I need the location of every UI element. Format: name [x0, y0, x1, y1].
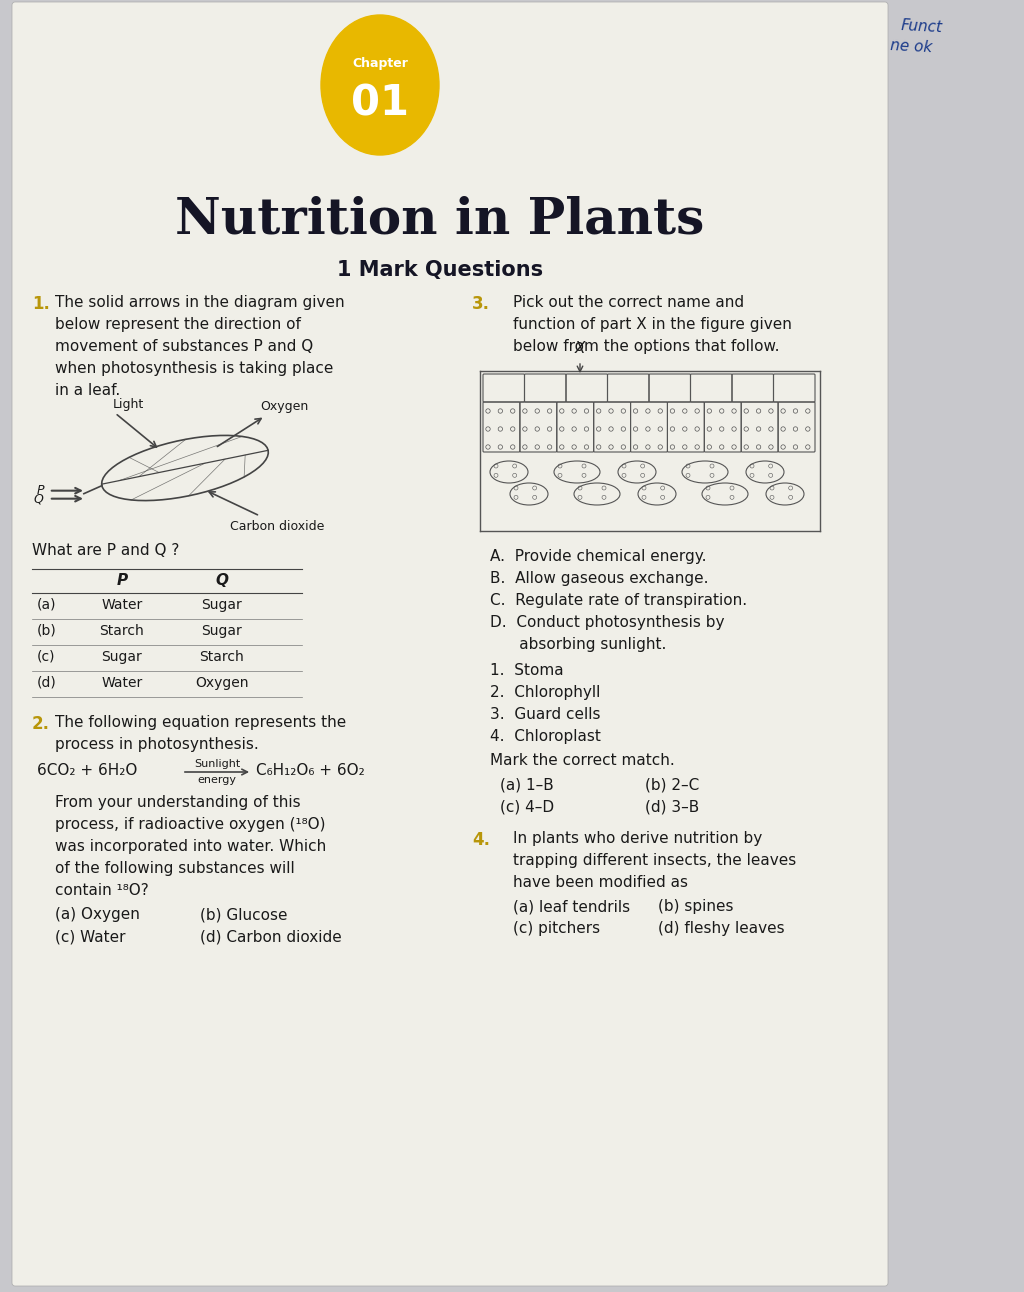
- Text: ne ok: ne ok: [890, 37, 933, 56]
- Text: Mark the correct match.: Mark the correct match.: [490, 753, 675, 767]
- Text: (c): (c): [37, 650, 55, 664]
- Text: below from the options that follow.: below from the options that follow.: [513, 339, 779, 354]
- Text: What are P and Q ?: What are P and Q ?: [32, 543, 179, 558]
- Text: Sugar: Sugar: [202, 598, 243, 612]
- Text: (a) 1–B: (a) 1–B: [500, 776, 554, 792]
- Text: was incorporated into water. Which: was incorporated into water. Which: [55, 839, 327, 854]
- Text: In plants who derive nutrition by: In plants who derive nutrition by: [513, 831, 762, 846]
- Text: Sunlight: Sunlight: [194, 758, 240, 769]
- Text: P: P: [117, 572, 128, 588]
- Text: below represent the direction of: below represent the direction of: [55, 317, 301, 332]
- Text: The solid arrows in the diagram given: The solid arrows in the diagram given: [55, 295, 345, 310]
- Text: have been modified as: have been modified as: [513, 875, 688, 890]
- Text: (d) 3–B: (d) 3–B: [645, 798, 699, 814]
- Text: (a) Oxygen: (a) Oxygen: [55, 907, 140, 922]
- Text: function of part X in the figure given: function of part X in the figure given: [513, 317, 792, 332]
- Text: of the following substances will: of the following substances will: [55, 860, 295, 876]
- Text: Funct: Funct: [900, 18, 942, 35]
- Text: 1.  Stoma: 1. Stoma: [490, 663, 563, 678]
- Text: 4.: 4.: [472, 831, 490, 849]
- Text: C.  Regulate rate of transpiration.: C. Regulate rate of transpiration.: [490, 593, 748, 609]
- Text: energy: energy: [198, 775, 237, 786]
- Text: Pick out the correct name and: Pick out the correct name and: [513, 295, 744, 310]
- Text: Water: Water: [101, 676, 142, 690]
- Text: Oxygen: Oxygen: [260, 401, 308, 413]
- Text: P: P: [37, 484, 44, 497]
- Text: Sugar: Sugar: [101, 650, 142, 664]
- Text: 6CO₂ + 6H₂O: 6CO₂ + 6H₂O: [37, 764, 137, 778]
- Ellipse shape: [321, 16, 439, 155]
- Text: (d): (d): [37, 676, 56, 690]
- Text: Chapter: Chapter: [352, 57, 408, 70]
- Text: (c) pitchers: (c) pitchers: [513, 921, 600, 935]
- Text: 2.: 2.: [32, 714, 50, 733]
- Text: D.  Conduct photosynthesis by: D. Conduct photosynthesis by: [490, 615, 725, 630]
- Text: C₆H₁₂O₆ + 6O₂: C₆H₁₂O₆ + 6O₂: [256, 764, 365, 778]
- Text: 4.  Chloroplast: 4. Chloroplast: [490, 729, 601, 744]
- Text: (b) spines: (b) spines: [658, 899, 733, 913]
- Text: absorbing sunlight.: absorbing sunlight.: [490, 637, 667, 652]
- Text: trapping different insects, the leaves: trapping different insects, the leaves: [513, 853, 797, 868]
- Text: Starch: Starch: [99, 624, 144, 638]
- Text: (b): (b): [37, 624, 56, 638]
- Text: B.  Allow gaseous exchange.: B. Allow gaseous exchange.: [490, 571, 709, 587]
- Text: (b) Glucose: (b) Glucose: [200, 907, 288, 922]
- Text: (c) 4–D: (c) 4–D: [500, 798, 554, 814]
- FancyBboxPatch shape: [12, 3, 888, 1286]
- Text: Q: Q: [215, 572, 228, 588]
- Text: X: X: [574, 341, 586, 357]
- Text: Carbon dioxide: Carbon dioxide: [230, 519, 325, 534]
- Text: contain ¹⁸O?: contain ¹⁸O?: [55, 882, 148, 898]
- Text: movement of substances P and Q: movement of substances P and Q: [55, 339, 313, 354]
- Text: process in photosynthesis.: process in photosynthesis.: [55, 736, 259, 752]
- Text: 2.  Chlorophyll: 2. Chlorophyll: [490, 685, 600, 700]
- Text: when photosynthesis is taking place: when photosynthesis is taking place: [55, 360, 334, 376]
- Text: in a leaf.: in a leaf.: [55, 382, 120, 398]
- Text: Q: Q: [34, 492, 44, 505]
- Text: 3.  Guard cells: 3. Guard cells: [490, 707, 600, 722]
- Text: process, if radioactive oxygen (¹⁸O): process, if radioactive oxygen (¹⁸O): [55, 817, 326, 832]
- Text: (a): (a): [37, 598, 56, 612]
- Text: Water: Water: [101, 598, 142, 612]
- Text: 1.: 1.: [32, 295, 50, 313]
- Text: Light: Light: [113, 398, 144, 411]
- Text: Starch: Starch: [200, 650, 245, 664]
- Text: The following equation represents the: The following equation represents the: [55, 714, 346, 730]
- Text: A.  Provide chemical energy.: A. Provide chemical energy.: [490, 549, 707, 565]
- Text: (d) fleshy leaves: (d) fleshy leaves: [658, 921, 784, 935]
- Text: Sugar: Sugar: [202, 624, 243, 638]
- Text: (d) Carbon dioxide: (d) Carbon dioxide: [200, 929, 342, 944]
- Text: Nutrition in Plants: Nutrition in Plants: [175, 195, 705, 244]
- Text: From your understanding of this: From your understanding of this: [55, 795, 301, 810]
- Text: (b) 2–C: (b) 2–C: [645, 776, 699, 792]
- Text: Oxygen: Oxygen: [196, 676, 249, 690]
- Text: 01: 01: [351, 81, 409, 124]
- Text: (c) Water: (c) Water: [55, 929, 126, 944]
- Text: (a) leaf tendrils: (a) leaf tendrils: [513, 899, 630, 913]
- Text: 3.: 3.: [472, 295, 490, 313]
- Text: 1 Mark Questions: 1 Mark Questions: [337, 260, 543, 280]
